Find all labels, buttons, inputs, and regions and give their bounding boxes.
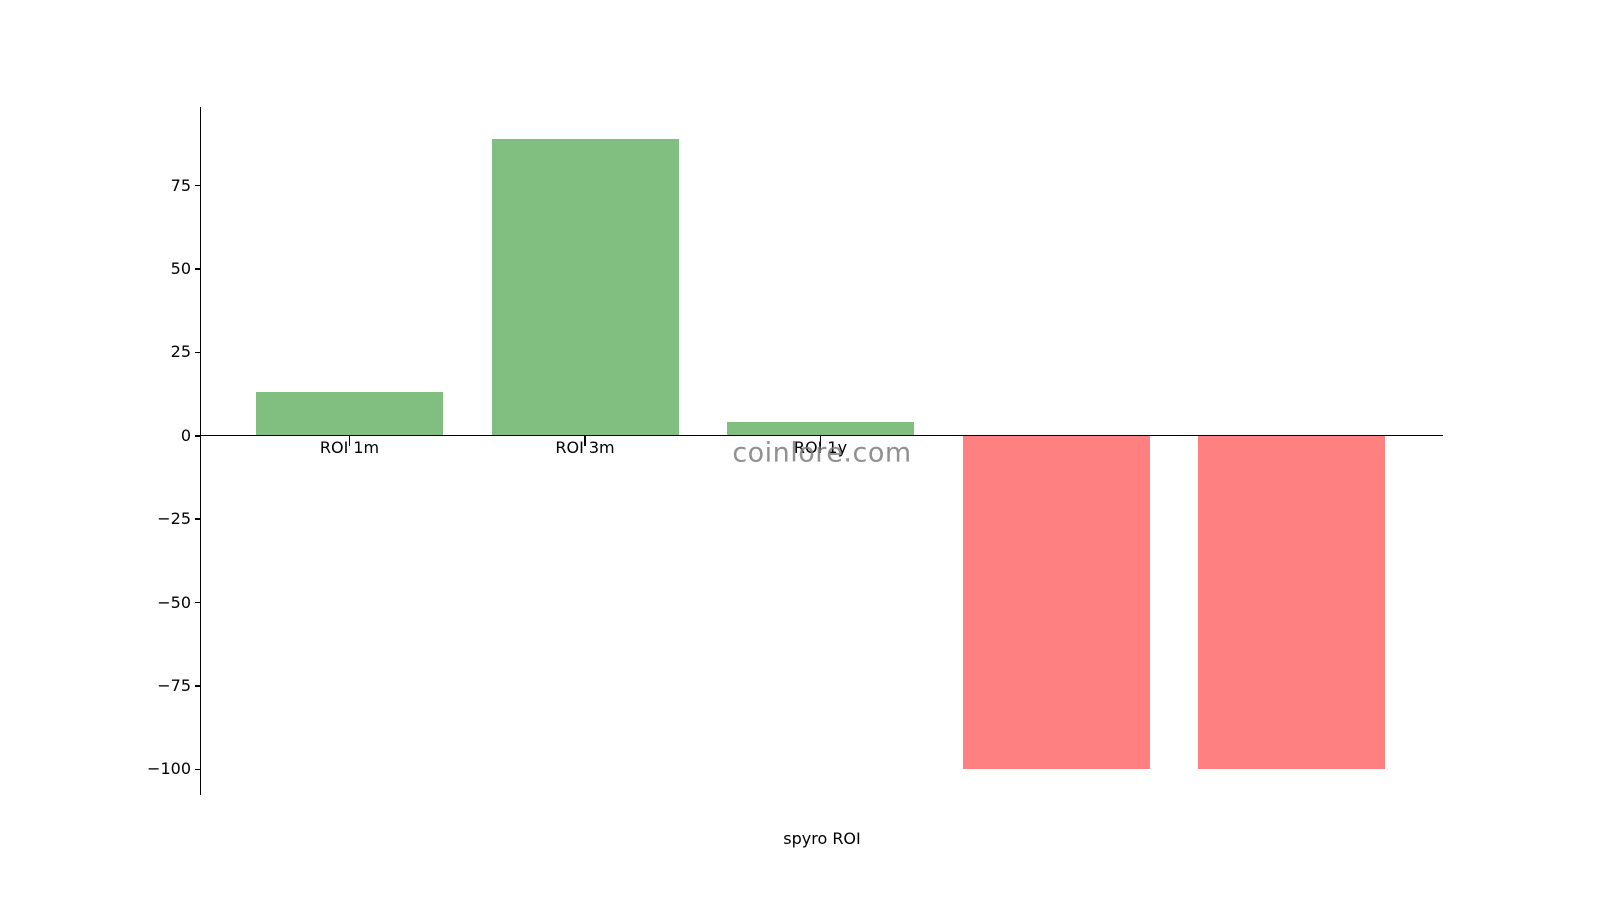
x-tick [584,435,586,446]
y-tick [195,518,201,520]
bar-positive [256,392,443,436]
x-tick [819,435,822,446]
x-axis-title: spyro ROI [783,829,861,848]
x-tick-label: ROI 1y [793,437,848,457]
bar-positive [727,422,914,436]
x-tick [348,435,351,446]
y-tick-label: −100 [147,759,191,779]
y-axis-line [199,107,201,795]
y-tick [195,184,201,187]
bar-negative [962,435,1150,770]
y-tick [195,268,201,270]
y-tick [195,351,201,354]
y-tick-label: −25 [157,509,191,529]
coinlore-watermark: coinlore.com [732,437,912,469]
y-tick-label: −50 [157,592,191,612]
bar-positive [491,138,679,436]
y-tick [195,768,201,771]
x-tick-label: ROI 3m [555,437,615,457]
y-tick [195,435,201,437]
y-tick-label: 0 [180,425,191,445]
x-axis-zero-line [200,434,1443,437]
y-tick-label: 75 [170,175,191,195]
bar-negative [1198,435,1385,770]
y-tick-label: 50 [170,259,191,278]
y-tick-label: −75 [157,676,191,695]
y-tick [195,601,201,604]
y-tick [195,685,201,687]
y-tick-label: 25 [170,342,191,362]
x-tick-label: ROI 1m [319,437,380,457]
